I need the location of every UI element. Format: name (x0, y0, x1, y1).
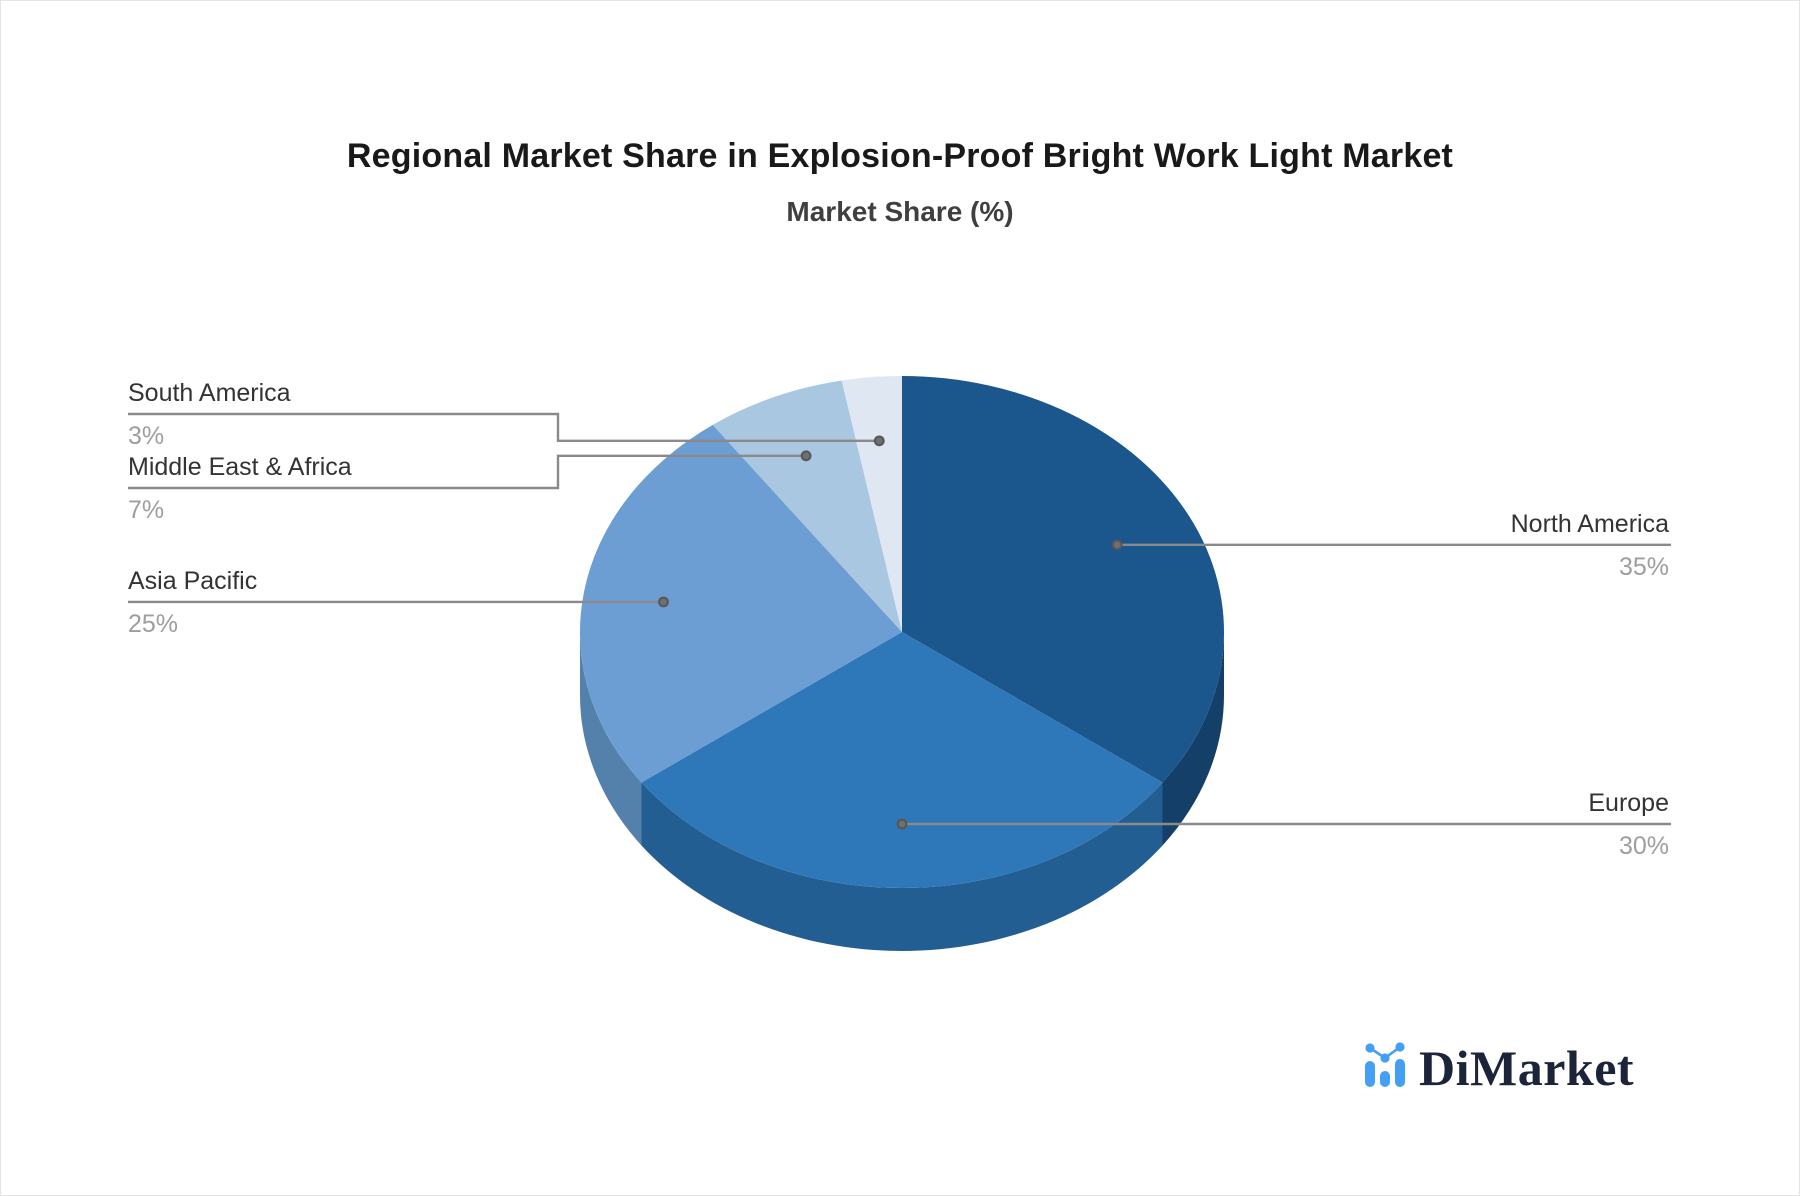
leader-dot-europe (896, 818, 908, 830)
callout-middle-east-africa: Middle East & Africa 7% (128, 452, 352, 525)
pie-slice-asia-pacific[interactable] (580, 424, 902, 783)
slice-pct-middle-east-africa: 7% (128, 496, 165, 524)
slice-pct-asia-pacific: 25% (128, 610, 179, 638)
slice-label-north-america: North America (1510, 510, 1669, 538)
leader-line-south-america (128, 412, 880, 443)
bar-chart-logo-icon (1365, 1042, 1405, 1087)
leader-line-middle-east-africa (128, 454, 807, 490)
pie-slice-side-europe (641, 782, 1163, 951)
slice-label-europe: Europe (1588, 789, 1669, 817)
callout-south-america: South America 3% (128, 378, 291, 451)
brand-logo[interactable]: DiMarket (1361, 1039, 1634, 1093)
callout-north-america: North America 35% (1511, 509, 1669, 582)
chart-subtitle: Market Share (%) (786, 196, 1014, 227)
pie-slice-middle-east-africa[interactable] (712, 380, 902, 632)
leader-dot-north-america (1111, 539, 1123, 551)
slice-label-south-america: South America (128, 379, 291, 407)
leader-dot-south-america (873, 435, 885, 447)
pie-slice-north-america[interactable] (902, 376, 1224, 783)
slice-label-middle-east-africa: Middle East & Africa (128, 453, 352, 481)
brand-name: DiMarket (1419, 1040, 1635, 1096)
slice-pct-europe: 30% (1618, 832, 1669, 860)
leader-dot-asia-pacific (658, 596, 669, 608)
leader-dot-middle-east-africa (800, 450, 812, 462)
slice-pct-south-america: 3% (128, 422, 165, 450)
slice-pct-north-america: 35% (1618, 553, 1669, 581)
chart-title: Regional Market Share in Explosion-Proof… (346, 137, 1454, 175)
pie-slice-side-asia-pacific (580, 632, 642, 846)
slice-label-asia-pacific: Asia Pacific (128, 567, 258, 595)
callout-asia-pacific: Asia Pacific 25% (128, 566, 257, 639)
callout-europe: Europe 30% (1588, 788, 1669, 861)
pie-slice-side-north-america (1162, 632, 1224, 846)
